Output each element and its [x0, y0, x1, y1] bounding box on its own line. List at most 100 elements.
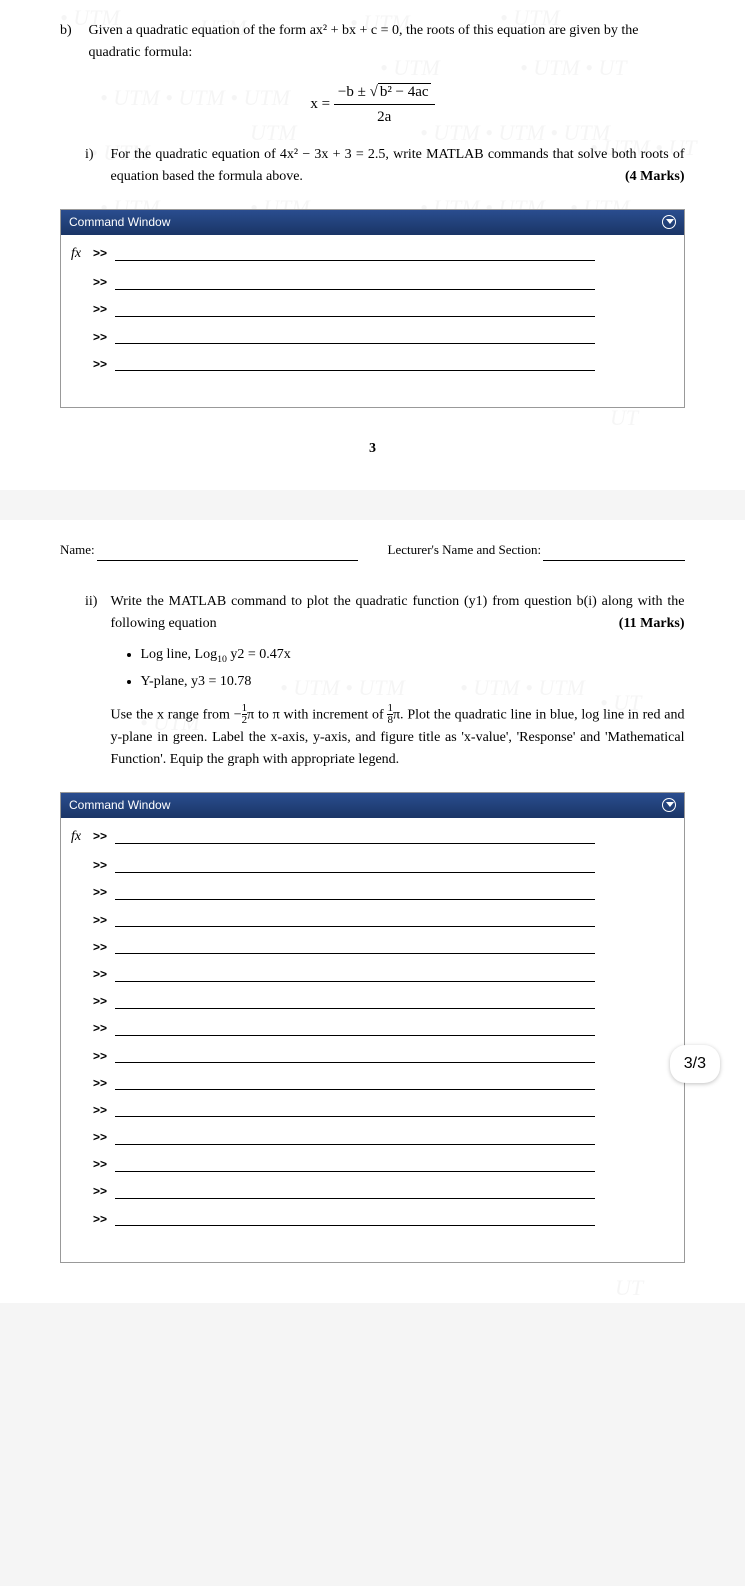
cmd-row: >>: [71, 328, 674, 347]
question-i-marks: (4 Marks): [625, 166, 685, 188]
cmd-row: >>: [71, 938, 674, 957]
prompt: >>: [93, 1128, 107, 1147]
question-b-text: Given a quadratic equation of the form a…: [89, 20, 684, 65]
cmd-row: >>: [71, 273, 674, 292]
prompt: >>: [93, 328, 107, 347]
answer-line[interactable]: [115, 859, 595, 873]
command-window-body: fx >> >> >> >> >> >> >> >> >> >> >> >> >> >> >>: [61, 818, 684, 1262]
prompt: >>: [93, 1074, 107, 1093]
answer-line[interactable]: [115, 886, 595, 900]
answer-line[interactable]: [115, 1076, 595, 1090]
answer-line[interactable]: [115, 1185, 595, 1199]
formula-numerator: −b ± b² − 4ac: [334, 80, 435, 105]
page-counter-badge: 3/3: [670, 1045, 720, 1083]
name-line[interactable]: [97, 540, 358, 561]
command-window-title: Command Window: [69, 796, 170, 815]
answer-line[interactable]: [115, 830, 595, 844]
page-2-content: Name: Lecturer's Name and Section: ii) W…: [60, 540, 685, 1263]
cmd-row: >>: [71, 1047, 674, 1066]
question-ii-marks: (11 Marks): [619, 613, 685, 635]
answer-line[interactable]: [115, 913, 595, 927]
answer-line[interactable]: [115, 1022, 595, 1036]
cmd-row: >>: [71, 355, 674, 374]
answer-line[interactable]: [115, 1049, 595, 1063]
name-field: Name:: [60, 540, 358, 561]
page-2: • UTM • UTM • UTM • UTM • UT • UTM • UTM…: [0, 520, 745, 1303]
command-window-1: Command Window fx >> >> >>: [60, 209, 685, 408]
cmd-row: fx >>: [71, 826, 674, 848]
question-b-ii: ii) Write the MATLAB command to plot the…: [85, 591, 685, 772]
answer-line[interactable]: [115, 1158, 595, 1172]
formula-denominator: 2a: [334, 105, 435, 129]
cmd-row: >>: [71, 1128, 674, 1147]
prompt: >>: [93, 1155, 107, 1174]
page-1-content: b) Given a quadratic equation of the for…: [60, 20, 685, 460]
bullet-list: Log line, Log10 y2 = 0.47x Y-plane, y3 =…: [141, 644, 685, 694]
answer-line[interactable]: [115, 276, 595, 290]
answer-line[interactable]: [115, 968, 595, 982]
prompt: >>: [93, 911, 107, 930]
bullet-item: Y-plane, y3 = 10.78: [141, 671, 685, 693]
command-window-header: Command Window: [61, 793, 684, 818]
prompt: >>: [93, 992, 107, 1011]
fx-icon: fx: [71, 243, 87, 265]
prompt: >>: [93, 273, 107, 292]
prompt: >>: [93, 938, 107, 957]
question-i-text: For the quadratic equation of 4x² − 3x +…: [111, 144, 685, 189]
lecturer-line[interactable]: [543, 540, 685, 561]
prompt: >>: [93, 1182, 107, 1201]
command-window-title: Command Window: [69, 213, 170, 232]
quadratic-formula: x = −b ± b² − 4ac 2a: [60, 80, 685, 129]
answer-line[interactable]: [115, 303, 595, 317]
question-b-i: i) For the quadratic equation of 4x² − 3…: [85, 144, 685, 189]
prompt: >>: [93, 883, 107, 902]
range-instructions: Use the x range from −12π to π with incr…: [111, 704, 685, 772]
prompt: >>: [93, 856, 107, 875]
question-ii-label: ii): [85, 591, 107, 613]
prompt: >>: [93, 1019, 107, 1038]
cmd-row: >>: [71, 1019, 674, 1038]
cmd-row: >>: [71, 992, 674, 1011]
watermark: UT: [615, 1270, 643, 1303]
question-i-body: For the quadratic equation of 4x² − 3x +…: [111, 147, 685, 184]
cmd-row: >>: [71, 300, 674, 319]
answer-line[interactable]: [115, 940, 595, 954]
prompt: >>: [93, 965, 107, 984]
cmd-row: >>: [71, 1210, 674, 1229]
prompt: >>: [93, 355, 107, 374]
cmd-row: >>: [71, 911, 674, 930]
question-ii-body: Write the MATLAB command to plot the qua…: [111, 591, 685, 772]
formula-lhs: x =: [310, 96, 333, 112]
answer-line[interactable]: [115, 1212, 595, 1226]
question-b: b) Given a quadratic equation of the for…: [60, 20, 685, 65]
cmd-row: >>: [71, 883, 674, 902]
answer-line[interactable]: [115, 330, 595, 344]
question-ii-text: Write the MATLAB command to plot the qua…: [111, 594, 685, 631]
answer-line[interactable]: [115, 1103, 595, 1117]
cmd-row: >>: [71, 965, 674, 984]
prompt: >>: [93, 244, 107, 263]
answer-line[interactable]: [115, 1131, 595, 1145]
fx-icon: fx: [71, 826, 87, 848]
command-window-body: fx >> >> >> >>: [61, 235, 684, 407]
prompt: >>: [93, 1047, 107, 1066]
answer-line[interactable]: [115, 247, 595, 261]
cmd-row: fx >>: [71, 243, 674, 265]
dropdown-icon[interactable]: [662, 798, 676, 812]
cmd-row: >>: [71, 856, 674, 875]
question-i-label: i): [85, 144, 107, 166]
prompt: >>: [93, 300, 107, 319]
cmd-row: >>: [71, 1101, 674, 1120]
lecturer-label: Lecturer's Name and Section:: [388, 540, 542, 561]
lecturer-field: Lecturer's Name and Section:: [388, 540, 686, 561]
command-window-header: Command Window: [61, 210, 684, 235]
answer-line[interactable]: [115, 357, 595, 371]
command-window-2: Command Window fx >> >> >> >> >> >> >> >> >> >> >> >…: [60, 792, 685, 1263]
cmd-row: >>: [71, 1155, 674, 1174]
dropdown-icon[interactable]: [662, 215, 676, 229]
prompt: >>: [93, 827, 107, 846]
prompt: >>: [93, 1210, 107, 1229]
prompt: >>: [93, 1101, 107, 1120]
bullet-item: Log line, Log10 y2 = 0.47x: [141, 644, 685, 667]
answer-line[interactable]: [115, 995, 595, 1009]
